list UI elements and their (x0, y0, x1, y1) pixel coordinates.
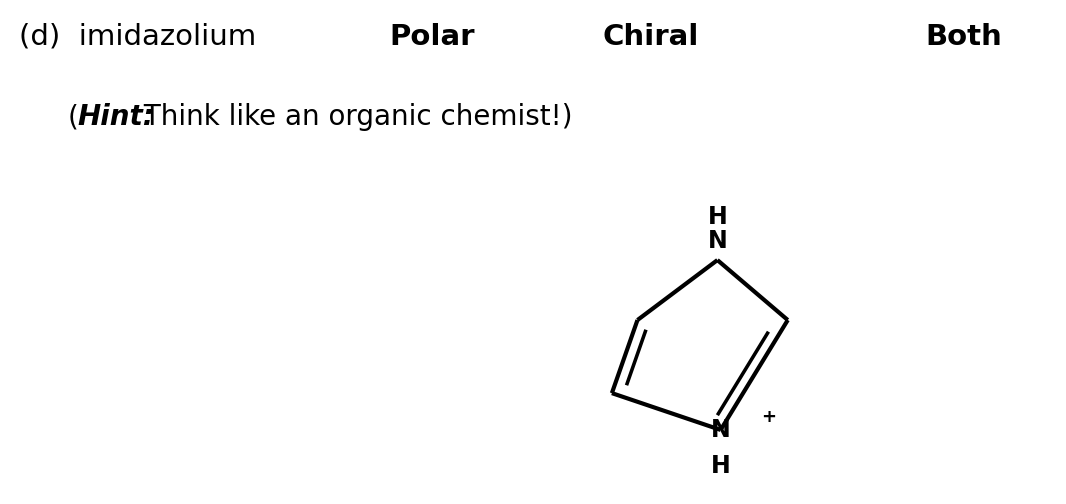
Text: N: N (708, 229, 727, 253)
Text: (: ( (67, 103, 78, 132)
Text: Polar: Polar (389, 23, 474, 51)
Text: Hint:: Hint: (78, 103, 155, 132)
Text: H: H (711, 454, 730, 478)
Text: N: N (711, 418, 730, 442)
Text: (d)  imidazolium: (d) imidazolium (19, 23, 257, 51)
Text: Think like an organic chemist!): Think like an organic chemist!) (135, 103, 572, 132)
Text: +: + (761, 408, 776, 426)
Text: H: H (708, 205, 727, 229)
Text: Chiral: Chiral (602, 23, 698, 51)
Text: Both: Both (925, 23, 1002, 51)
